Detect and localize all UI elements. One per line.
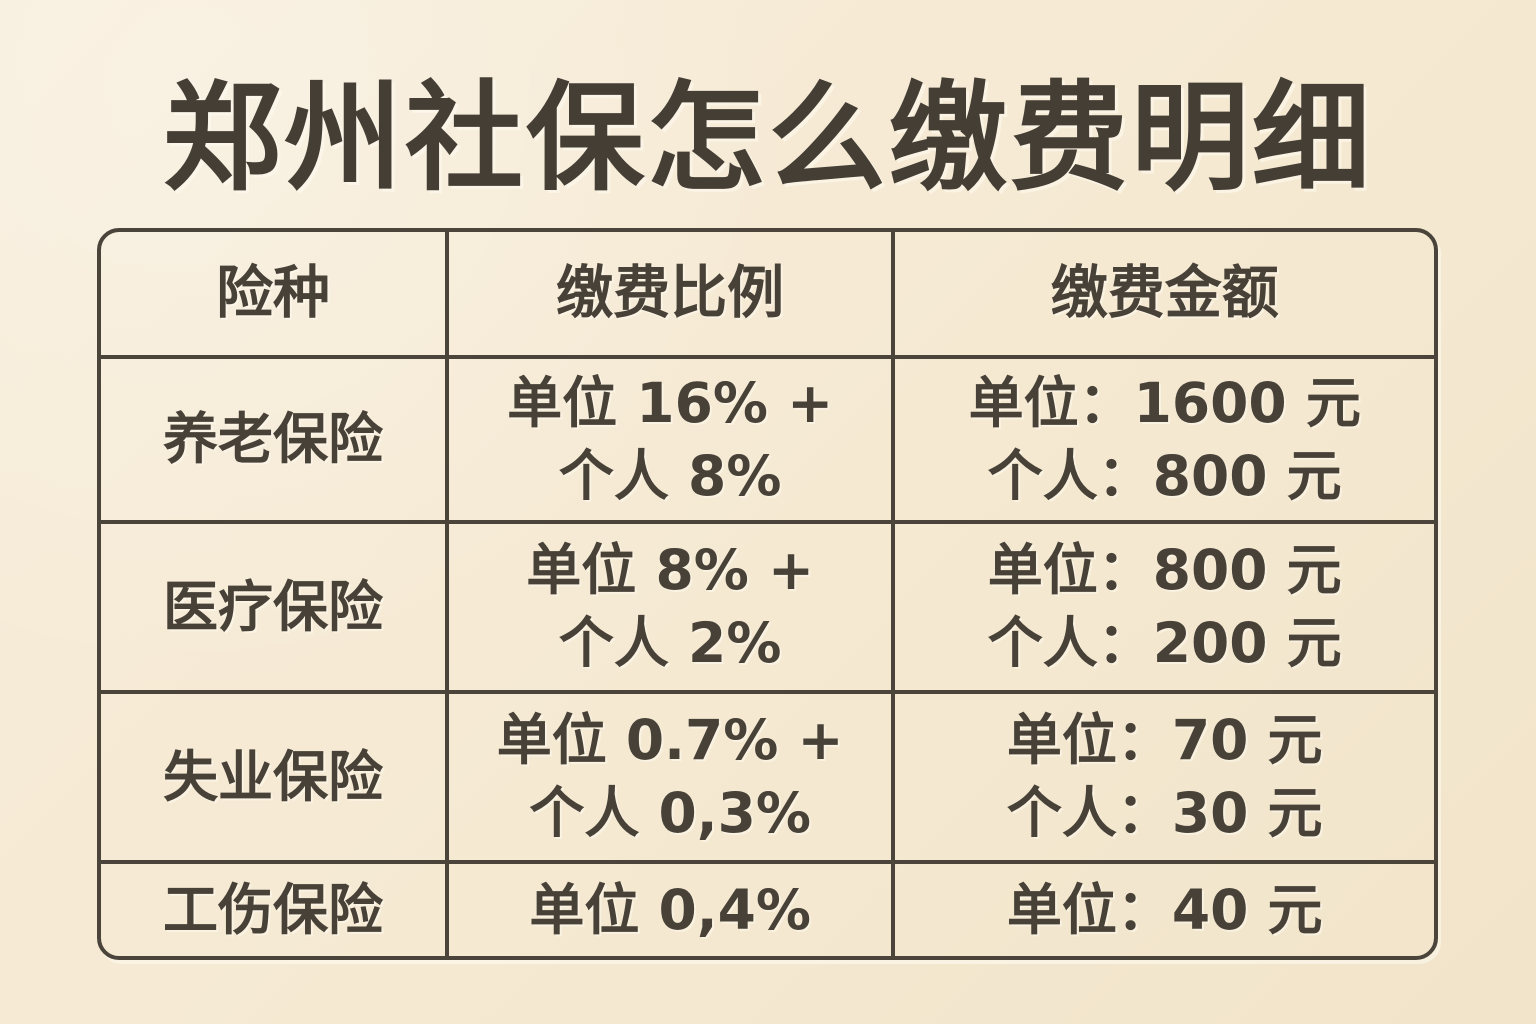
amount-line: 单位：70 元 (1006, 708, 1323, 773)
ratio-line: 单位 8% + (526, 538, 815, 603)
cell-type-work-injury: 工伤保险 (101, 860, 445, 956)
cell-type-unemployment: 失业保险 (101, 690, 445, 860)
header-payment-ratio: 缴费比例 (444, 232, 892, 355)
cell-amount-unemployment: 单位：70 元 个人：30 元 (891, 690, 1434, 860)
cell-ratio-unemployment: 单位 0.7% + 个人 0,3% (444, 690, 892, 860)
page-title: 郑州社保怎么缴费明细 (162, 69, 1373, 207)
amount-line: 个人：200 元 (987, 611, 1342, 675)
amount-line: 单位：1600 元 (968, 370, 1361, 435)
ratio-line: 单位 16% + (507, 370, 834, 435)
amount-line: 单位：40 元 (1006, 877, 1323, 942)
header-insurance-type: 险种 (215, 259, 330, 326)
cell-type-medical: 医疗保险 (101, 520, 445, 690)
cell-ratio-medical: 单位 8% + 个人 2% (444, 520, 892, 690)
cell-type-pension: 养老保险 (101, 355, 445, 520)
cell-ratio-pension: 单位 16% + 个人 8% (444, 355, 892, 520)
amount-line: 个人：30 元 (1006, 781, 1323, 845)
cell-amount-pension: 单位：1600 元 个人：800 元 (891, 355, 1434, 520)
ratio-line: 个人 0,3% (529, 781, 812, 845)
social-insurance-table: 险种 缴费比例 缴费金额 养老保险 单位 16% + 个人 8% 单位：1600… (97, 228, 1438, 960)
amount-line: 个人：800 元 (987, 443, 1342, 508)
header-payment-amount: 缴费金额 (891, 232, 1434, 355)
ratio-line: 个人 2% (558, 611, 782, 675)
ratio-line: 单位 0,4% (529, 877, 812, 942)
ratio-line: 个人 8% (558, 443, 782, 508)
cell-amount-work-injury: 单位：40 元 (891, 860, 1434, 956)
cell-ratio-work-injury: 单位 0,4% (444, 860, 892, 956)
amount-line: 单位：800 元 (987, 538, 1342, 603)
cell-amount-medical: 单位：800 元 个人：200 元 (891, 520, 1434, 690)
ratio-line: 单位 0.7% + (496, 708, 844, 773)
